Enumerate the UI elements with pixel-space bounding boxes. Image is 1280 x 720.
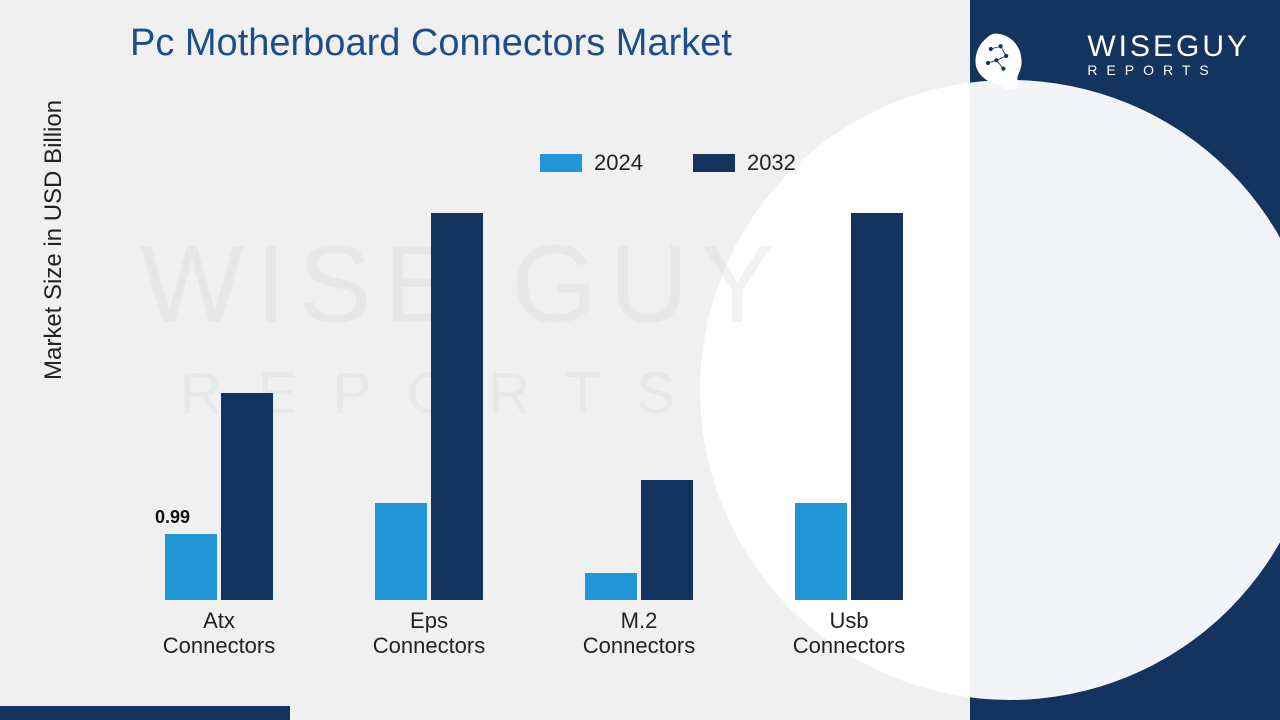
bar-2032	[431, 213, 483, 600]
bar-2032	[641, 480, 693, 600]
bar-2024	[585, 573, 637, 600]
category-label: AtxConnectors	[129, 608, 309, 659]
logo-subtext: REPORTS	[1087, 62, 1250, 78]
legend-swatch-2024	[540, 154, 582, 172]
legend-swatch-2032	[693, 154, 735, 172]
y-axis-label: Market Size in USD Billion	[40, 100, 68, 380]
bar-2024	[795, 503, 847, 600]
category-label: EpsConnectors	[339, 608, 519, 659]
bar-2032	[221, 393, 273, 600]
bar-2024	[165, 534, 217, 600]
legend: 2024 2032	[540, 150, 796, 176]
legend-item-2024: 2024	[540, 150, 643, 176]
footer-accent-bar	[0, 706, 290, 720]
logo-head-icon	[960, 28, 1030, 98]
brand-logo: WISEGUY REPORTS	[1087, 30, 1250, 78]
bar-2024	[375, 503, 427, 600]
bar-2032	[851, 213, 903, 600]
plot-area: 0.99	[165, 200, 925, 600]
chart-title: Pc Motherboard Connectors Market	[130, 22, 732, 65]
legend-label-2032: 2032	[747, 150, 796, 176]
logo-text-1: WISE	[1087, 30, 1176, 63]
category-label: M.2Connectors	[549, 608, 729, 659]
logo-text-2: GUY	[1176, 30, 1250, 63]
chart-canvas: WISE GUY REPORTS Pc Motherboard Connecto…	[0, 0, 1280, 720]
bar-value-label: 0.99	[155, 507, 190, 528]
legend-label-2024: 2024	[594, 150, 643, 176]
category-label: UsbConnectors	[759, 608, 939, 659]
legend-item-2032: 2032	[693, 150, 796, 176]
